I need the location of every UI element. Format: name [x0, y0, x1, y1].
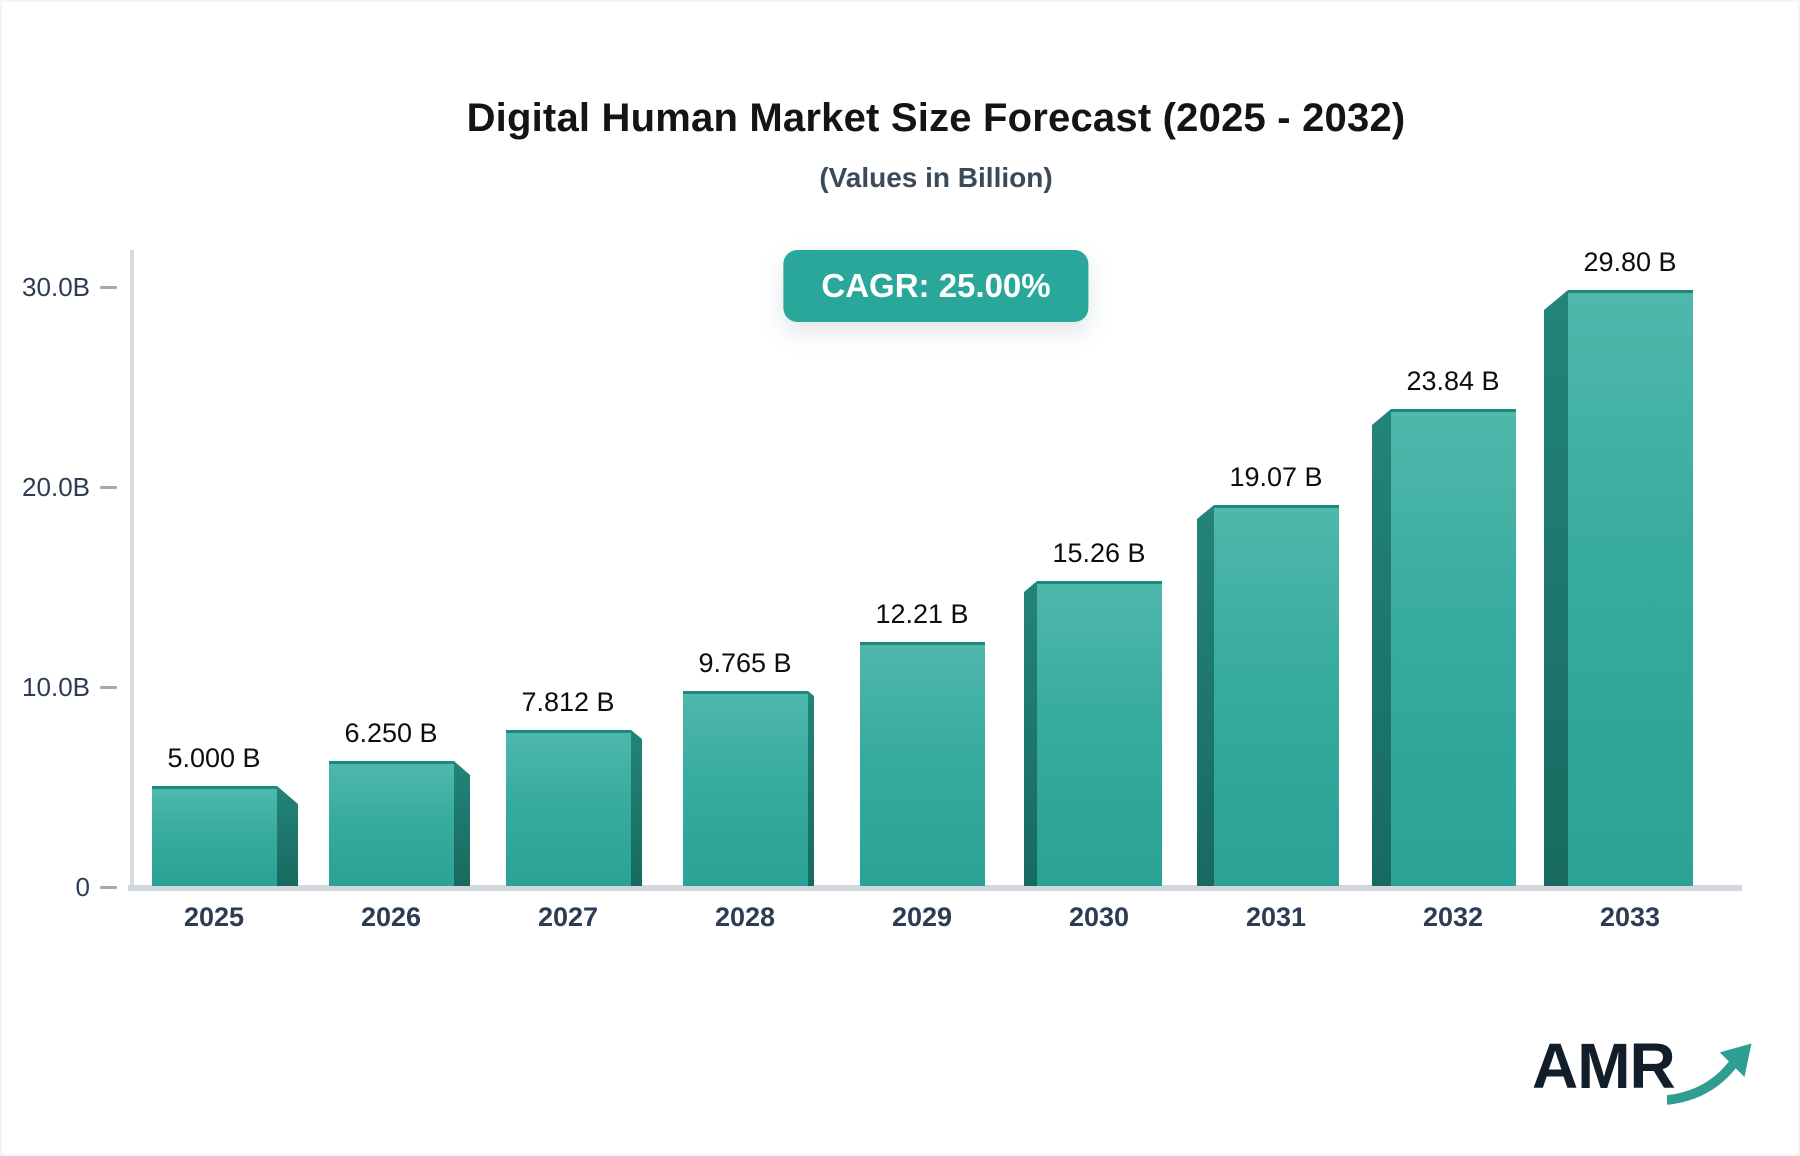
y-tick-dash — [100, 886, 117, 889]
bar-side-face-2027 — [631, 730, 642, 886]
bar-group-2032 — [1372, 409, 1516, 886]
bar-face-2033 — [1568, 290, 1693, 886]
chart-title: Digital Human Market Size Forecast (2025… — [466, 96, 1406, 140]
bar-face-2030 — [1037, 581, 1162, 886]
bar-group-2026 — [329, 761, 470, 886]
bar-side-face-2026 — [454, 761, 470, 886]
y-tick-dash — [100, 686, 117, 689]
y-tick-label: 30.0B — [22, 272, 90, 302]
y-tick-label: 0 — [75, 872, 90, 902]
bar-side-face-2025 — [277, 786, 298, 886]
x-tick-label: 2026 — [360, 902, 422, 932]
bar-face-2032 — [1391, 409, 1516, 886]
bar-side-face-2030 — [1024, 581, 1037, 886]
x-tick-label: 2025 — [183, 902, 245, 932]
bar-group-2029 — [860, 642, 985, 886]
x-tick-label: 2029 — [891, 902, 953, 932]
bar-face-2025 — [152, 786, 277, 886]
bar-group-2025 — [152, 786, 298, 886]
y-tick-label: 10.0B — [22, 672, 90, 702]
bar-side-face-2033 — [1544, 290, 1568, 886]
x-tick-label: 2032 — [1422, 902, 1484, 932]
bar-value-label: 9.765 B — [698, 648, 792, 678]
bar-group-2030 — [1024, 581, 1162, 886]
x-tick-label: 2031 — [1245, 902, 1307, 932]
bar-value-label: 12.21 B — [875, 599, 969, 629]
bar-side-face-2028 — [808, 691, 814, 886]
chart-subtitle: (Values in Billion) — [819, 162, 1053, 193]
bar-value-label: 6.250 B — [344, 718, 438, 748]
bar-face-2026 — [329, 761, 454, 886]
y-axis-line — [130, 250, 134, 888]
y-tick-dash — [100, 486, 117, 489]
growth-arrow-icon — [1663, 1040, 1755, 1111]
bar-group-2033 — [1544, 290, 1693, 886]
y-tick-label: 20.0B — [22, 472, 90, 502]
bar-value-label: 7.812 B — [521, 687, 615, 717]
bar-side-face-2031 — [1197, 505, 1214, 886]
bar-face-2028 — [683, 691, 808, 886]
amr-logo-text: AMR — [1532, 1030, 1676, 1102]
bar-group-2028 — [683, 691, 814, 886]
y-tick-dash — [100, 286, 117, 289]
cagr-badge: CAGR: 25.00% — [783, 250, 1089, 322]
bar-face-2031 — [1214, 505, 1339, 886]
bar-value-label: 15.26 B — [1052, 538, 1146, 568]
x-axis-line — [128, 885, 1742, 891]
amr-logo: AMR — [1532, 1034, 1755, 1111]
x-tick-label: 2033 — [1599, 902, 1661, 932]
bar-value-label: 19.07 B — [1229, 462, 1323, 492]
bar-value-label: 5.000 B — [167, 743, 261, 773]
bar-face-2027 — [506, 730, 631, 886]
bar-group-2031 — [1197, 505, 1339, 886]
x-tick-label: 2028 — [714, 902, 776, 932]
bar-value-label: 23.84 B — [1406, 366, 1500, 396]
bar-value-label: 29.80 B — [1583, 247, 1677, 277]
bar-side-face-2032 — [1372, 409, 1391, 886]
bar-group-2027 — [506, 730, 642, 886]
x-tick-label: 2027 — [537, 902, 599, 932]
bar-face-2029 — [860, 642, 985, 886]
x-tick-label: 2030 — [1068, 902, 1130, 932]
